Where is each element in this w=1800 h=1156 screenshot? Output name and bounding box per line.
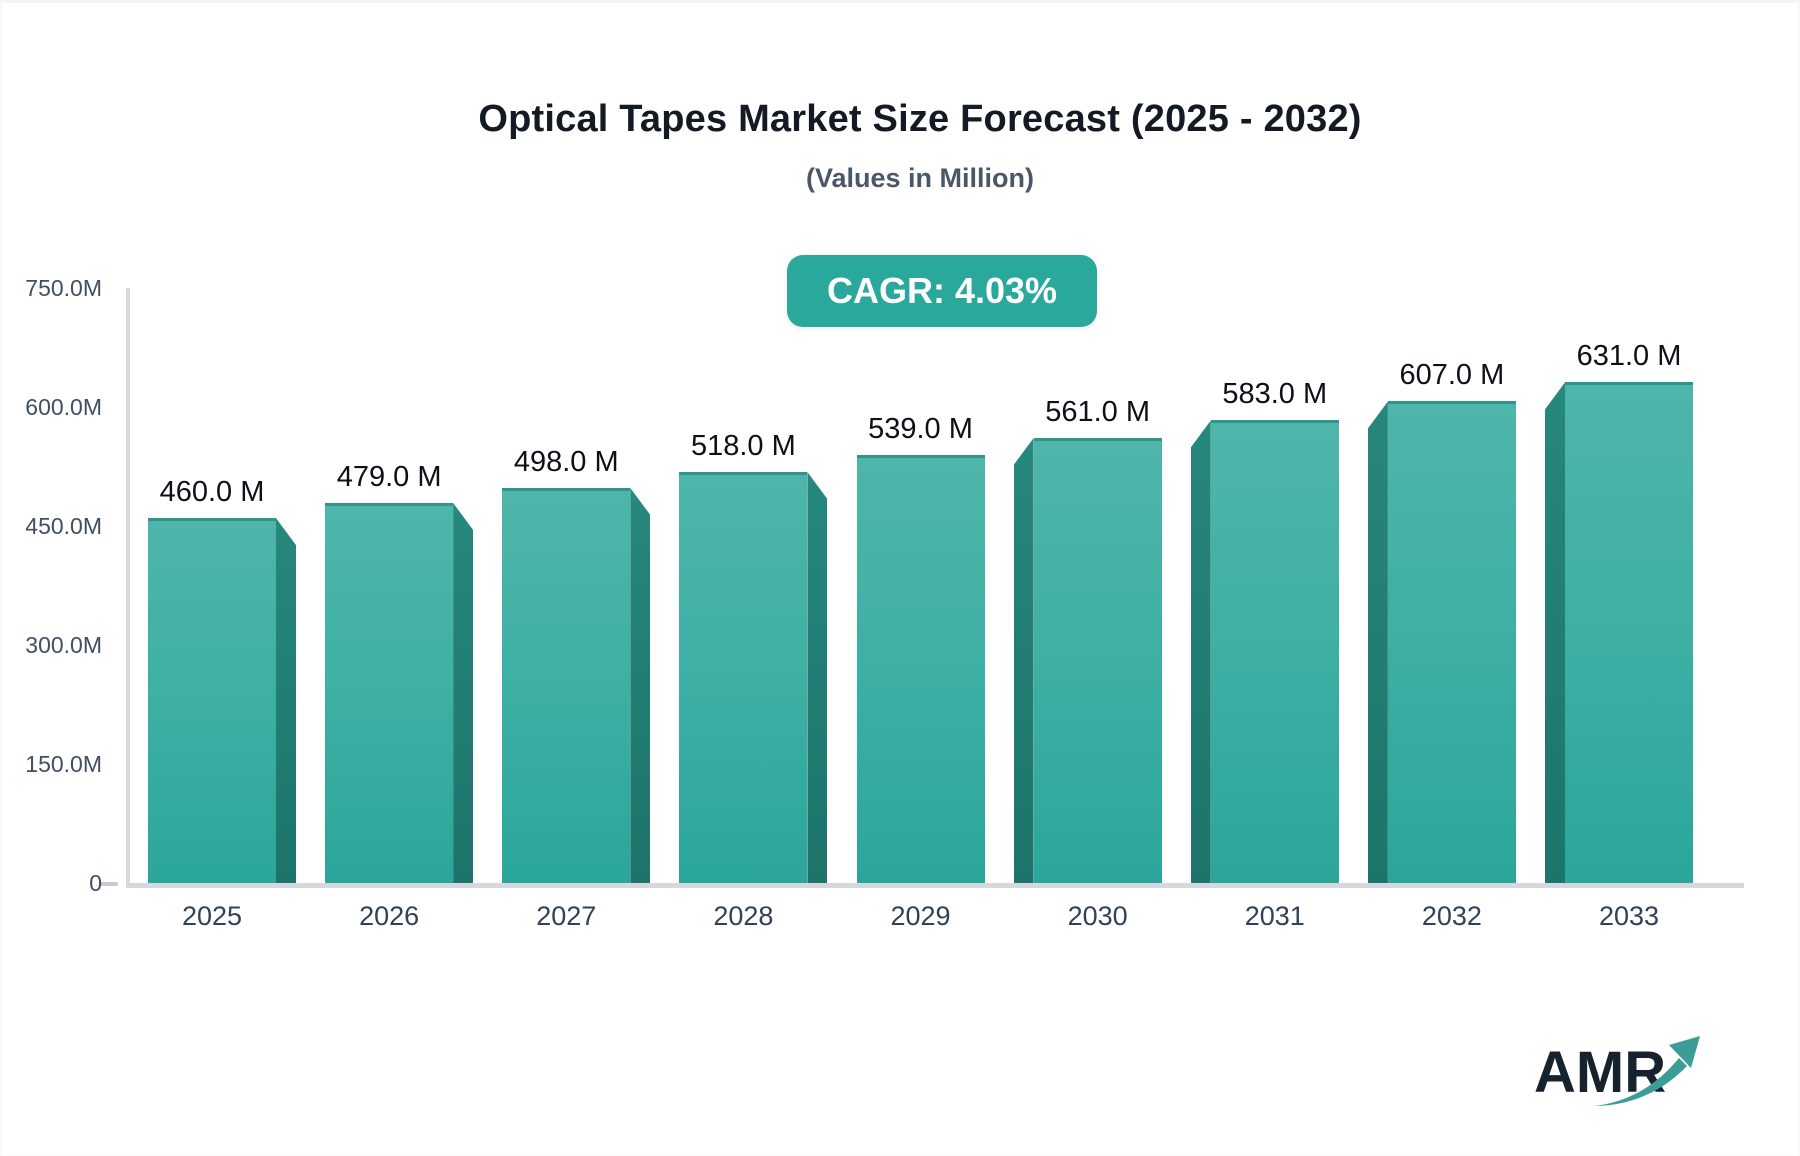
- zero-tick-mark: [100, 882, 118, 886]
- y-axis-tick-label: 450.0M: [25, 513, 102, 539]
- y-axis-tick-label: 300.0M: [25, 632, 102, 658]
- bar: [325, 502, 454, 883]
- x-axis-label: 2025: [181, 901, 243, 931]
- x-axis-label: 2033: [1598, 901, 1660, 931]
- chart-title: Optical Tapes Market Size Forecast (2025…: [478, 98, 1362, 140]
- bar-side-face: [276, 518, 296, 883]
- x-axis-label: 2030: [1067, 901, 1128, 931]
- y-axis-tick-label: 750.0M: [25, 275, 102, 301]
- bar-value-label: 583.0 M: [1222, 378, 1328, 411]
- x-axis-label: 2031: [1244, 901, 1305, 931]
- x-axis-label: 2028: [713, 901, 774, 931]
- bar-side-face: [453, 502, 474, 883]
- bar-side-face: [807, 472, 828, 883]
- bar-value-label: 607.0 M: [1399, 359, 1505, 392]
- bar-value-label: 561.0 M: [1045, 395, 1151, 428]
- bar: [856, 455, 985, 883]
- bar-value-label: 539.0 M: [868, 413, 973, 446]
- x-axis-label: 2026: [359, 901, 420, 931]
- y-axis-tick-label: 600.0M: [25, 394, 102, 420]
- x-axis-label: 2029: [890, 901, 951, 931]
- bar-value-label: 631.0 M: [1576, 340, 1682, 373]
- bar: [1210, 420, 1339, 883]
- x-axis-label: 2032: [1421, 901, 1482, 931]
- y-axis-line: [126, 288, 130, 883]
- bar: [679, 472, 808, 883]
- bar-side-face: [1190, 420, 1211, 883]
- bar-value-label: 498.0 M: [513, 445, 619, 478]
- bar: [1387, 401, 1516, 883]
- amr-logo-text: AMR: [1534, 1040, 1666, 1105]
- bar-side-face: [630, 487, 651, 883]
- chart-header: Optical Tapes Market Size Forecast (2025…: [40, 98, 1800, 194]
- bar: [148, 518, 276, 883]
- bar-side-face: [1013, 437, 1034, 883]
- y-axis-tick-label: 0: [89, 870, 102, 896]
- bar-side-face: [1367, 401, 1388, 883]
- growth-arrow-icon: [1594, 1036, 1700, 1106]
- y-axis-tick-label: 150.0M: [25, 751, 102, 777]
- cagr-badge: CAGR: 4.03%: [787, 255, 1098, 327]
- x-axis-line: [126, 883, 1744, 888]
- bar: [1033, 437, 1162, 883]
- x-axis-label: 2027: [536, 901, 597, 931]
- bar-value-label: 518.0 M: [690, 430, 796, 463]
- bar-value-label: 460.0 M: [159, 476, 265, 509]
- bar-value-label: 479.0 M: [336, 460, 442, 493]
- chart-subtitle: (Values in Million): [805, 163, 1035, 193]
- bar: [1565, 382, 1693, 883]
- bar-side-face: [1545, 382, 1565, 883]
- amr-logo: AMR: [1534, 1036, 1700, 1106]
- bar: [502, 487, 631, 883]
